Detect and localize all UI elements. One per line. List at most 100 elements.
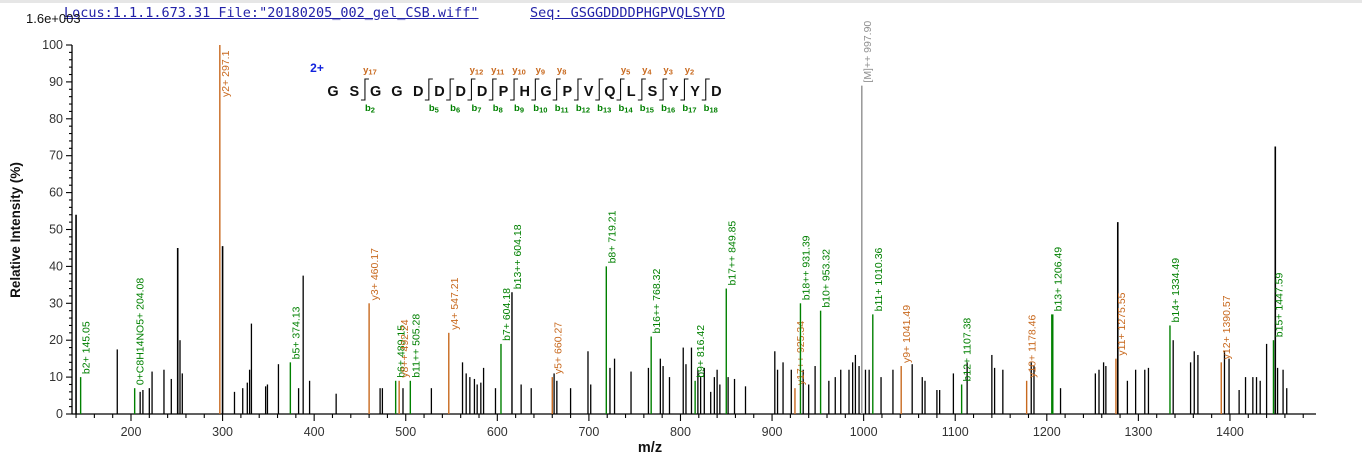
fragmentation-marker xyxy=(424,78,433,101)
x-axis-tick-label: 400 xyxy=(304,425,325,439)
b-ion-label: b7 xyxy=(471,103,481,115)
y-axis-title: Relative Intensity (%) xyxy=(8,162,23,298)
y-ion-label: y17 xyxy=(363,65,377,77)
fragmentation-marker xyxy=(531,78,540,101)
fragmentation-marker xyxy=(701,78,710,101)
fragmentation-marker xyxy=(616,78,625,101)
fragmentation-marker xyxy=(552,78,561,101)
y-axis-tick-label: 90 xyxy=(49,75,63,89)
b-ion-label: b8 xyxy=(493,103,503,115)
b-ion-label: b17 xyxy=(682,103,696,115)
x-axis-tick-label: 200 xyxy=(121,425,142,439)
sequence-residue: D xyxy=(413,84,423,100)
y-axis-tick-label: 0 xyxy=(56,407,63,421)
x-axis-tick-label: 300 xyxy=(212,425,233,439)
peak-annotation-label: y4+ 547.21 xyxy=(449,277,461,329)
x-axis-title: m/z xyxy=(638,440,662,456)
fragmentation-marker xyxy=(510,78,519,101)
y-ion-label: y11 xyxy=(491,65,504,77)
sequence-residue: D xyxy=(477,84,487,100)
peak-annotation-label: [M]++ 997.90 xyxy=(862,21,874,83)
peak-annotation-label: b6+ 489.15 xyxy=(396,325,408,378)
peak-annotation-label: y2+ 297.1 xyxy=(220,50,232,97)
peak-annotation-label: b5+ 374.13 xyxy=(290,306,302,359)
sequence-residue: Q xyxy=(604,84,615,100)
peak-annotation-label: b7+ 604.18 xyxy=(501,288,513,341)
peak-annotation-label: b12+ 1107.38 xyxy=(962,318,974,382)
y-ion-label: y5 xyxy=(621,65,630,77)
x-axis-tick-label: 500 xyxy=(395,425,416,439)
peak-annotation-label: b10+ 953.32 xyxy=(821,249,833,308)
y-axis-tick-label: 20 xyxy=(49,333,63,347)
peak-annotation-label: b18++ 931.39 xyxy=(800,235,812,300)
b-ion-label: b13 xyxy=(597,103,611,115)
b-ion-label: b18 xyxy=(704,103,718,115)
sequence-residue: V xyxy=(584,84,594,100)
fragmentation-marker xyxy=(659,78,668,101)
peak-annotation-label: b16++ 768.32 xyxy=(651,269,663,334)
peak-annotation-label: b11+ 1010.36 xyxy=(873,247,885,311)
y-ion-label: y2 xyxy=(685,65,694,77)
x-axis-tick-label: 1000 xyxy=(850,425,878,439)
b-ion-label: b11 xyxy=(555,103,569,115)
window-top-strip xyxy=(0,0,1362,3)
x-axis-tick-label: 700 xyxy=(578,425,599,439)
max-intensity-label: 1.6e+003 xyxy=(26,11,81,26)
peak-annotation-label: y10+ 1178.46 xyxy=(1027,314,1039,377)
sequence-residue: G xyxy=(327,84,338,100)
peak-annotation-label: b15+ 1447.59 xyxy=(1273,273,1285,338)
y-axis-tick-label: 70 xyxy=(49,149,63,163)
sequence-residue: S xyxy=(648,84,658,100)
b-ion-label: b14 xyxy=(618,103,633,115)
peak-annotation-label: y8++ 492.24 xyxy=(399,319,411,378)
y-axis-tick-label: 40 xyxy=(49,259,63,273)
fragmentation-marker xyxy=(680,78,689,101)
fragmentation-marker xyxy=(488,78,497,101)
sequence-residue: H xyxy=(519,84,529,100)
b-ion-label: b6 xyxy=(450,103,460,115)
y-axis-tick-label: 100 xyxy=(42,38,63,52)
sequence-residue: G xyxy=(370,84,381,100)
sequence-residue: D xyxy=(456,84,466,100)
y-ion-label: y9 xyxy=(536,65,545,77)
locus-file-label: Locus:1.1.1.673.31 File:"20180205_002_ge… xyxy=(64,5,479,21)
peak-annotation-label: y9+ 1041.49 xyxy=(901,305,913,363)
x-axis-tick-label: 800 xyxy=(670,425,691,439)
b-ion-label: b2 xyxy=(365,103,375,115)
peak-annotation-label: b11++ 505.28 xyxy=(410,314,422,378)
sequence-residue: P xyxy=(562,84,572,100)
peak-annotation-label: y12+ 1390.57 xyxy=(1221,295,1233,359)
peak-annotation-label: b17++ 849.85 xyxy=(726,221,738,286)
y-ion-label: y8 xyxy=(557,65,566,77)
peak-annotation-label: b13+ 1206.49 xyxy=(1052,247,1064,312)
y-axis-tick-label: 10 xyxy=(49,370,63,384)
x-axis-tick-label: 1300 xyxy=(1124,425,1152,439)
peak-annotation-label: y11+ 1275.55 xyxy=(1116,292,1128,355)
x-axis-tick-label: 1400 xyxy=(1216,425,1244,439)
peak-annotation-label: b8+ 719.21 xyxy=(606,210,618,263)
y-axis-tick-label: 50 xyxy=(49,223,63,237)
sequence-residue: G xyxy=(391,84,402,100)
peak-annotation-label: b9+ 816.42 xyxy=(695,325,707,378)
sequence-residue: D xyxy=(711,84,721,100)
sequence-header-label: Seq: GSGGDDDDPHGPVQLSYYD xyxy=(530,5,726,21)
fragmentation-marker xyxy=(637,78,646,101)
sequence-residue: Y xyxy=(690,84,700,100)
precursor-charge-label: 2+ xyxy=(310,61,324,75)
sequence-residue: P xyxy=(499,84,509,100)
x-axis-tick-label: 1100 xyxy=(942,425,969,439)
sequence-residue: D xyxy=(434,84,444,100)
b-ion-label: b5 xyxy=(429,103,439,115)
fragmentation-marker xyxy=(467,78,476,101)
sequence-residue: G xyxy=(540,84,551,100)
x-axis-tick-label: 600 xyxy=(487,425,508,439)
y-axis-tick-label: 80 xyxy=(49,112,63,126)
b-ion-label: b10 xyxy=(533,103,547,115)
y-ion-label: y4 xyxy=(642,65,652,77)
peak-annotation-label: y5+ 660.27 xyxy=(552,322,564,374)
sequence-residue: Y xyxy=(669,84,679,100)
b-ion-label: b15 xyxy=(640,103,654,115)
peak-annotation-label: y3+ 460.17 xyxy=(369,248,381,300)
